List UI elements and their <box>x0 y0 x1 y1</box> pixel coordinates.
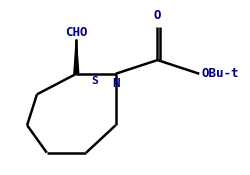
Text: S: S <box>91 76 98 86</box>
Text: O: O <box>153 9 160 22</box>
Text: OBu-t: OBu-t <box>201 67 238 80</box>
Text: CHO: CHO <box>65 26 87 40</box>
Text: N: N <box>112 77 119 90</box>
Polygon shape <box>74 40 78 74</box>
